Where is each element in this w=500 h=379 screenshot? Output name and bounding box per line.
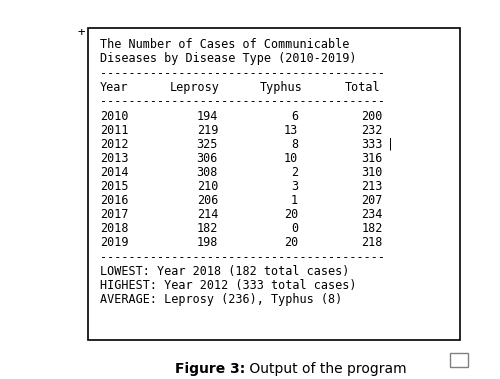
Text: 232: 232 bbox=[362, 124, 383, 137]
Text: 306: 306 bbox=[196, 152, 218, 165]
Text: 310: 310 bbox=[362, 166, 383, 179]
Text: 198: 198 bbox=[196, 236, 218, 249]
Text: 2011: 2011 bbox=[100, 124, 128, 137]
Text: Diseases by Disease Type (2010-2019): Diseases by Disease Type (2010-2019) bbox=[100, 52, 356, 65]
Text: 2018: 2018 bbox=[100, 222, 128, 235]
Text: Leprosy: Leprosy bbox=[170, 81, 220, 94]
Text: The Number of Cases of Communicable: The Number of Cases of Communicable bbox=[100, 38, 350, 51]
Text: 206: 206 bbox=[196, 194, 218, 207]
Text: 2017: 2017 bbox=[100, 208, 128, 221]
Text: ----------------------------------------: ---------------------------------------- bbox=[100, 67, 385, 80]
Bar bbox=[450, 353, 468, 367]
Text: LOWEST: Year 2018 (182 total cases): LOWEST: Year 2018 (182 total cases) bbox=[100, 265, 350, 278]
Text: 2: 2 bbox=[291, 166, 298, 179]
Text: ----------------------------------------: ---------------------------------------- bbox=[100, 251, 385, 264]
Text: 10: 10 bbox=[284, 152, 298, 165]
Text: 325: 325 bbox=[196, 138, 218, 151]
Text: 6: 6 bbox=[291, 110, 298, 123]
Text: 213: 213 bbox=[362, 180, 383, 193]
Text: 2010: 2010 bbox=[100, 110, 128, 123]
Text: Year: Year bbox=[100, 81, 128, 94]
Text: 0: 0 bbox=[291, 222, 298, 235]
Text: 2013: 2013 bbox=[100, 152, 128, 165]
Text: 20: 20 bbox=[284, 236, 298, 249]
Text: ----------------------------------------: ---------------------------------------- bbox=[100, 95, 385, 108]
Text: 2016: 2016 bbox=[100, 194, 128, 207]
Text: 194: 194 bbox=[196, 110, 218, 123]
Bar bbox=[88, 28, 460, 340]
Text: +: + bbox=[78, 26, 86, 39]
Text: 1: 1 bbox=[291, 194, 298, 207]
Text: 2012: 2012 bbox=[100, 138, 128, 151]
Text: 218: 218 bbox=[362, 236, 383, 249]
Text: 182: 182 bbox=[362, 222, 383, 235]
Text: 20: 20 bbox=[284, 208, 298, 221]
Text: 308: 308 bbox=[196, 166, 218, 179]
Text: 2019: 2019 bbox=[100, 236, 128, 249]
Text: 316: 316 bbox=[362, 152, 383, 165]
Text: 13: 13 bbox=[284, 124, 298, 137]
Text: 2015: 2015 bbox=[100, 180, 128, 193]
Text: 182: 182 bbox=[196, 222, 218, 235]
Text: |: | bbox=[387, 138, 394, 151]
Text: HIGHEST: Year 2012 (333 total cases): HIGHEST: Year 2012 (333 total cases) bbox=[100, 279, 356, 292]
Text: 2014: 2014 bbox=[100, 166, 128, 179]
Text: AVERAGE: Leprosy (236), Typhus (8): AVERAGE: Leprosy (236), Typhus (8) bbox=[100, 293, 342, 306]
Text: 214: 214 bbox=[196, 208, 218, 221]
Text: Total: Total bbox=[345, 81, 380, 94]
Text: 219: 219 bbox=[196, 124, 218, 137]
Text: 234: 234 bbox=[362, 208, 383, 221]
Text: Output of the program: Output of the program bbox=[245, 362, 406, 376]
Text: 8: 8 bbox=[291, 138, 298, 151]
Text: 3: 3 bbox=[291, 180, 298, 193]
Text: Typhus: Typhus bbox=[260, 81, 303, 94]
Text: 207: 207 bbox=[362, 194, 383, 207]
Text: 333: 333 bbox=[362, 138, 383, 151]
Text: 210: 210 bbox=[196, 180, 218, 193]
Text: Figure 3:: Figure 3: bbox=[175, 362, 245, 376]
Text: 200: 200 bbox=[362, 110, 383, 123]
